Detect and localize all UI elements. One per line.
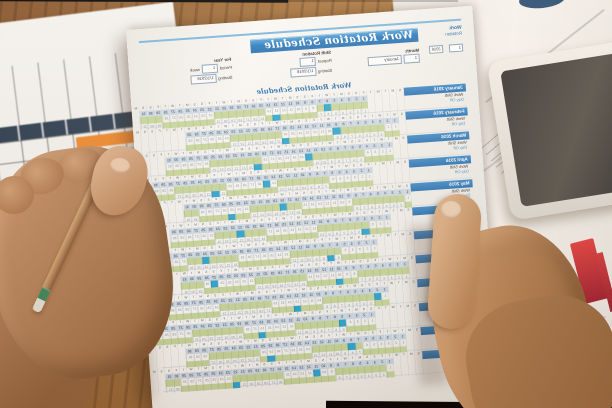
top-edge-shadow	[286, 0, 458, 2]
shift-cell: 8	[335, 374, 343, 381]
off-span-cell	[203, 383, 211, 390]
off-span-cell	[386, 370, 395, 378]
shift-cell: 5	[357, 372, 365, 380]
template-logo: Work Rotation 1 2016	[420, 25, 464, 57]
period-field: 1	[201, 63, 219, 74]
off-span-cell	[195, 383, 204, 391]
off-span-cell	[217, 382, 226, 389]
month-side: February 2016 Work Shift Day Off	[405, 106, 468, 133]
shift-cell: 30	[173, 385, 182, 393]
shift-cell: 2	[379, 371, 388, 378]
month-side: January 2016 Work Shift Day Off	[403, 82, 467, 109]
shift-cell: 4	[364, 372, 373, 379]
off-span-cell	[225, 381, 233, 389]
period-unit: week	[189, 66, 200, 73]
shift-cell: 3	[371, 371, 380, 379]
off-span-cell	[181, 385, 189, 392]
off-span-cell	[320, 375, 329, 382]
starting-label: Starting	[317, 67, 333, 74]
shift-cell: 21	[239, 380, 248, 388]
month-field-group: Month: 1 January	[349, 48, 420, 69]
tablet-screen	[500, 44, 612, 207]
logo-field: 1	[448, 43, 464, 53]
off-span-cell	[313, 375, 321, 383]
swap-day-cell	[232, 381, 241, 388]
shift-cell: 7	[342, 373, 351, 381]
starting-label: Starting	[217, 74, 233, 81]
shift-cell: 31	[166, 386, 175, 393]
starting-field: 1/1/2016	[289, 66, 317, 78]
month-value-field: 1	[403, 53, 420, 64]
month-side: April 2016 Work Shift Day Off	[408, 154, 472, 181]
right-thumbnail	[441, 201, 461, 218]
for-year-group: For Year Period 1 week Starting 1/1/2016	[139, 57, 233, 89]
off-span-cell	[291, 377, 299, 384]
off-span-cell	[283, 377, 292, 385]
repeat-field: 1	[299, 56, 317, 67]
shift-cell: 6	[349, 373, 358, 380]
off-span-cell	[305, 376, 314, 383]
shift-rotation-group: Shift Rotation Repeat 1 Starting 1/1/201…	[247, 50, 333, 82]
shift-cell: 17	[269, 378, 277, 386]
starting-field: 1/1/2016	[189, 73, 217, 85]
off-span-cell	[188, 384, 197, 391]
shift-cell: 18	[261, 379, 270, 386]
shift-cell: 19	[254, 379, 263, 387]
shift-cell: 16	[276, 378, 285, 385]
shift-cell: 20	[247, 380, 255, 387]
month-name-field: January	[367, 54, 402, 66]
repeat-label: Repeat	[317, 57, 332, 64]
off-span-cell	[327, 374, 336, 382]
logo-field: 2016	[428, 44, 443, 54]
period-label: Period	[219, 64, 233, 71]
off-span-cell	[210, 382, 219, 390]
off-span-cell	[298, 376, 307, 384]
month-side: March 2016 Work Shift Day Off	[407, 130, 470, 157]
